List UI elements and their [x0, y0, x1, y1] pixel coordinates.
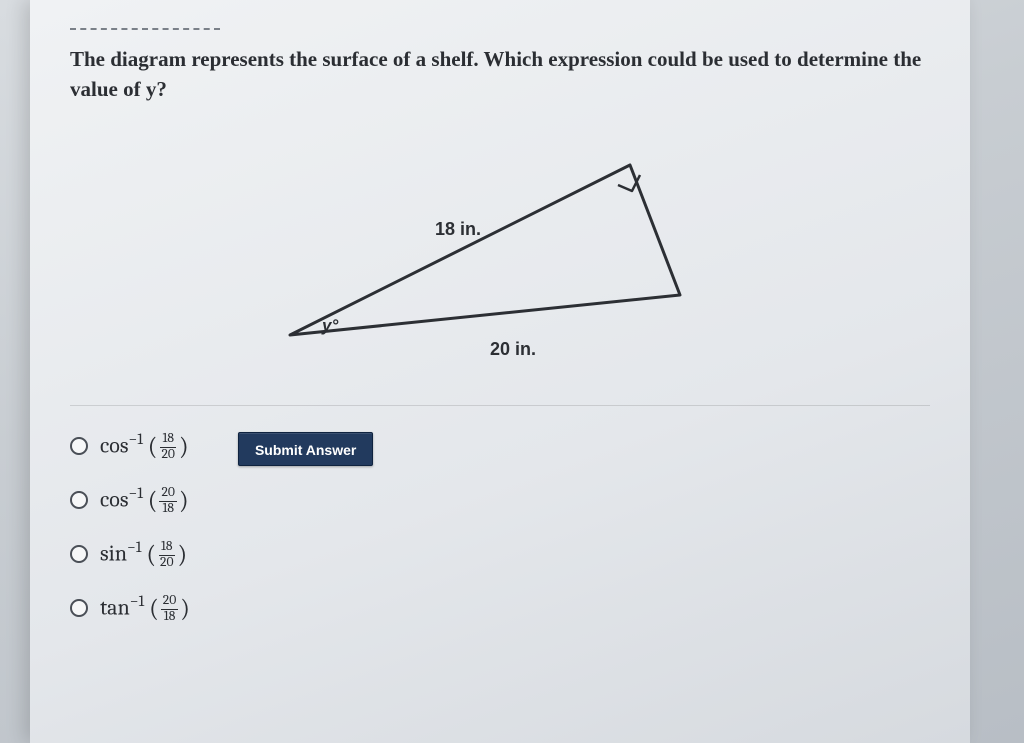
open-paren: (: [146, 540, 156, 569]
option-3[interactable]: sin−1 (1820): [70, 538, 190, 570]
option-expression: sin−1 (1820): [100, 538, 187, 570]
inverse-exponent: −1: [128, 430, 143, 448]
open-paren: (: [148, 432, 158, 461]
denominator: 20: [158, 556, 175, 570]
numerator: 20: [159, 486, 176, 501]
right-angle-marker: [618, 175, 640, 191]
answers-block: cos−1 (1820) cos−1 (2018) sin−1 (1820): [70, 405, 930, 624]
question-text: The diagram represents the surface of a …: [70, 44, 930, 105]
fn-label: cos: [100, 432, 128, 458]
open-paren: (: [149, 594, 159, 623]
option-expression: cos−1 (1820): [100, 430, 189, 462]
triangle-diagram: 18 in. 20 in. y°: [270, 135, 730, 365]
inverse-exponent: −1: [128, 484, 143, 502]
close-paren: ): [178, 540, 188, 569]
fraction: 2018: [161, 594, 178, 624]
radio-icon: [70, 491, 88, 509]
denominator: 18: [162, 610, 178, 624]
numerator: 18: [159, 540, 175, 555]
fraction: 1820: [158, 540, 175, 570]
question-card: The diagram represents the surface of a …: [30, 0, 970, 743]
base-label: 20 in.: [490, 339, 536, 359]
radio-icon: [70, 599, 88, 617]
submit-button[interactable]: Submit Answer: [238, 432, 373, 466]
open-paren: (: [148, 486, 158, 515]
fraction: 2018: [159, 486, 176, 516]
diagram-container: 18 in. 20 in. y°: [70, 135, 930, 365]
option-2[interactable]: cos−1 (2018): [70, 484, 190, 516]
denominator: 18: [160, 502, 176, 516]
fraction: 1820: [159, 432, 176, 462]
fn-label: cos: [100, 486, 128, 512]
close-paren: ): [179, 432, 189, 461]
options-list: cos−1 (1820) cos−1 (2018) sin−1 (1820): [70, 430, 190, 624]
hypotenuse-label: 18 in.: [435, 219, 481, 239]
fn-label: sin: [100, 540, 127, 566]
option-expression: cos−1 (2018): [100, 484, 189, 516]
close-paren: ): [180, 594, 190, 623]
inverse-exponent: −1: [127, 538, 142, 556]
numerator: 20: [161, 594, 178, 609]
radio-icon: [70, 545, 88, 563]
option-expression: tan−1 (2018): [100, 592, 190, 624]
option-1[interactable]: cos−1 (1820): [70, 430, 190, 462]
denominator: 20: [159, 448, 176, 462]
triangle-shape: [290, 165, 680, 335]
close-paren: ): [179, 486, 189, 515]
radio-icon: [70, 437, 88, 455]
angle-label: y°: [321, 316, 338, 335]
inverse-exponent: −1: [130, 592, 145, 610]
option-4[interactable]: tan−1 (2018): [70, 592, 190, 624]
section-divider: [70, 28, 220, 30]
fn-label: tan: [100, 594, 130, 620]
numerator: 18: [160, 432, 176, 447]
